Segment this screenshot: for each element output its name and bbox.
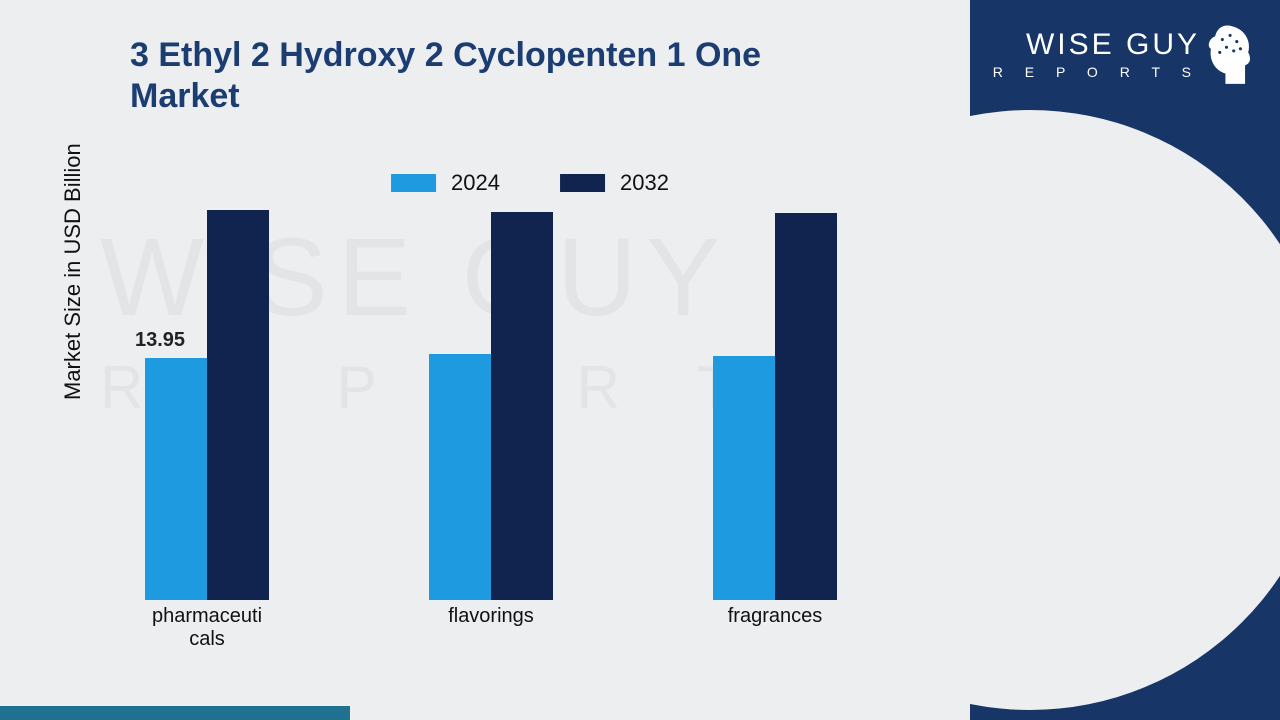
bar-2024 — [145, 358, 207, 600]
bar-chart: 2024 2032 13.95 pharmaceuticalsflavoring… — [115, 200, 945, 650]
bar-group — [429, 212, 589, 600]
chart-canvas: WISE GUY R E P O R T S WISE GUY R E P O R… — [0, 0, 1280, 720]
legend-swatch-icon — [391, 174, 436, 192]
bar-2024 — [429, 354, 491, 600]
x-axis-label: pharmaceuticals — [127, 605, 287, 651]
brand-subtitle: R E P O R T S — [993, 64, 1200, 80]
brand-logo: WISE GUY R E P O R T S — [993, 28, 1255, 82]
legend: 2024 2032 — [391, 170, 669, 196]
legend-swatch-icon — [560, 174, 605, 192]
brand-head-icon — [1200, 24, 1255, 86]
x-axis-label: fragrances — [695, 605, 855, 628]
legend-item: 2032 — [560, 170, 669, 196]
bar-2024 — [713, 356, 775, 600]
y-axis-label: Market Size in USD Billion — [60, 143, 86, 400]
bar-2032 — [491, 212, 553, 600]
legend-label: 2032 — [620, 170, 669, 196]
bar-value-label: 13.95 — [135, 329, 185, 352]
legend-label: 2024 — [451, 170, 500, 196]
brand-name: WISE GUY — [993, 28, 1200, 62]
bar-2032 — [207, 210, 269, 600]
legend-item: 2024 — [391, 170, 500, 196]
bar-group — [713, 213, 873, 600]
bar-group: 13.95 — [145, 210, 305, 600]
accent-bottom-bar — [0, 706, 350, 720]
bar-2032 — [775, 213, 837, 600]
chart-title: 3 Ethyl 2 Hydroxy 2 Cyclopenten 1 One Ma… — [130, 35, 780, 117]
x-axis-label: flavorings — [411, 605, 571, 628]
plot-area: 13.95 — [115, 210, 945, 600]
